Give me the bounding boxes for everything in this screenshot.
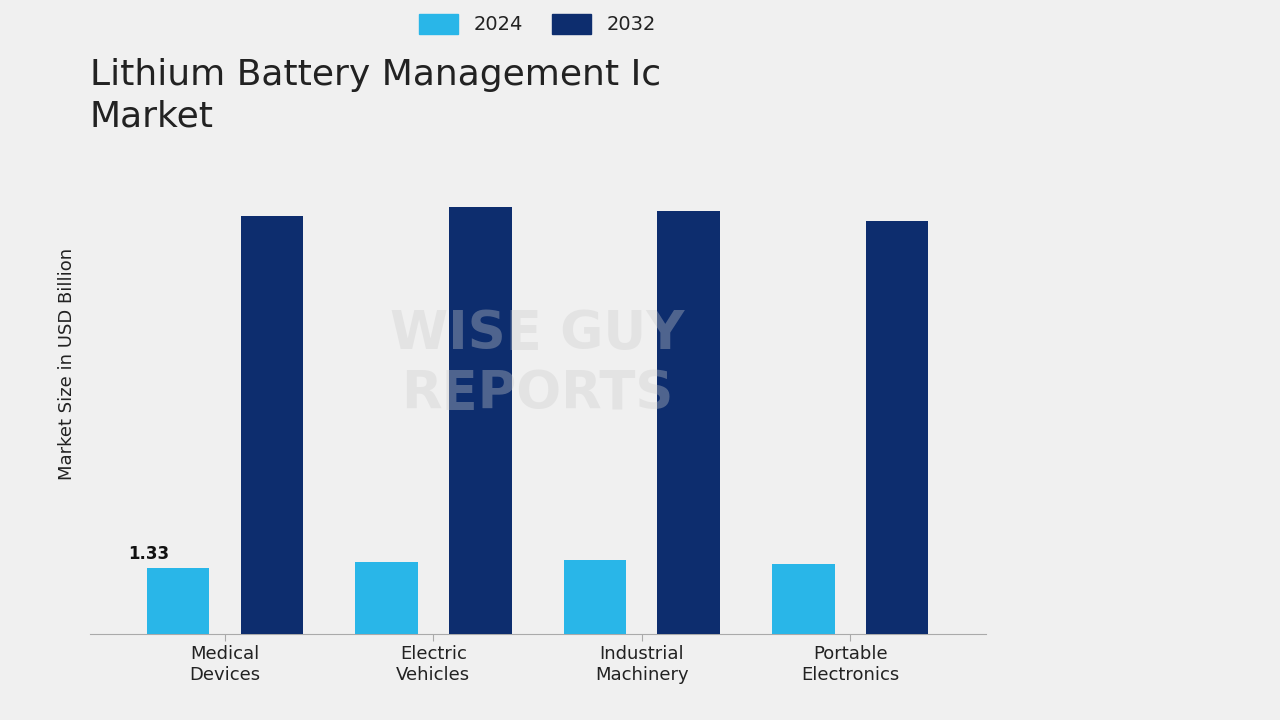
Bar [147,568,210,634]
Text: Lithium Battery Management Ic
Market: Lithium Battery Management Ic Market [90,58,660,134]
Bar [449,207,512,634]
Bar [563,560,626,634]
Y-axis label: Market Size in USD Billion: Market Size in USD Billion [58,248,76,480]
Bar [241,216,303,634]
Text: 1.33: 1.33 [128,546,169,563]
Bar [356,562,417,634]
Bar [658,212,719,634]
Bar [772,564,835,634]
Text: WISE GUY
REPORTS: WISE GUY REPORTS [390,307,685,420]
Bar [865,221,928,634]
Legend: 2024, 2032: 2024, 2032 [411,6,664,42]
